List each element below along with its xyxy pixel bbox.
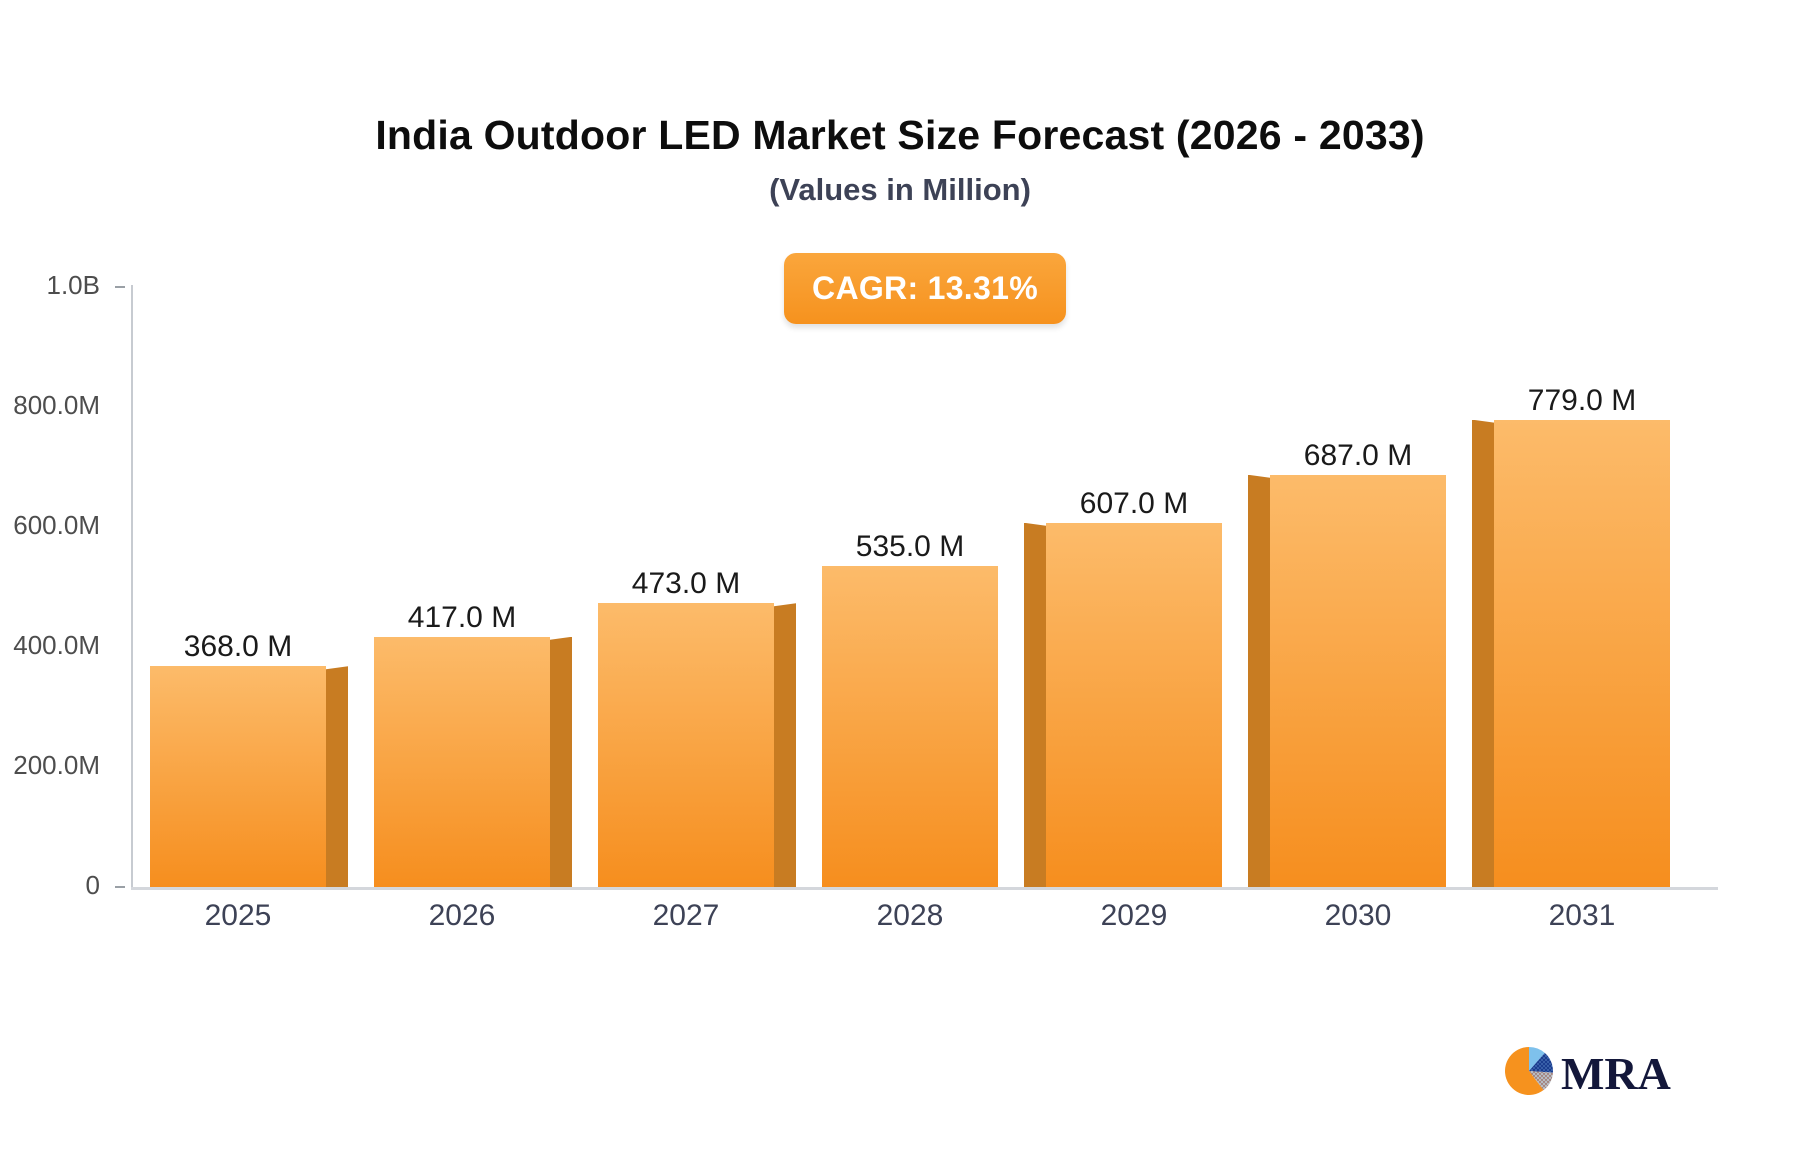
svg-text:MRA: MRA [1561,1048,1671,1099]
